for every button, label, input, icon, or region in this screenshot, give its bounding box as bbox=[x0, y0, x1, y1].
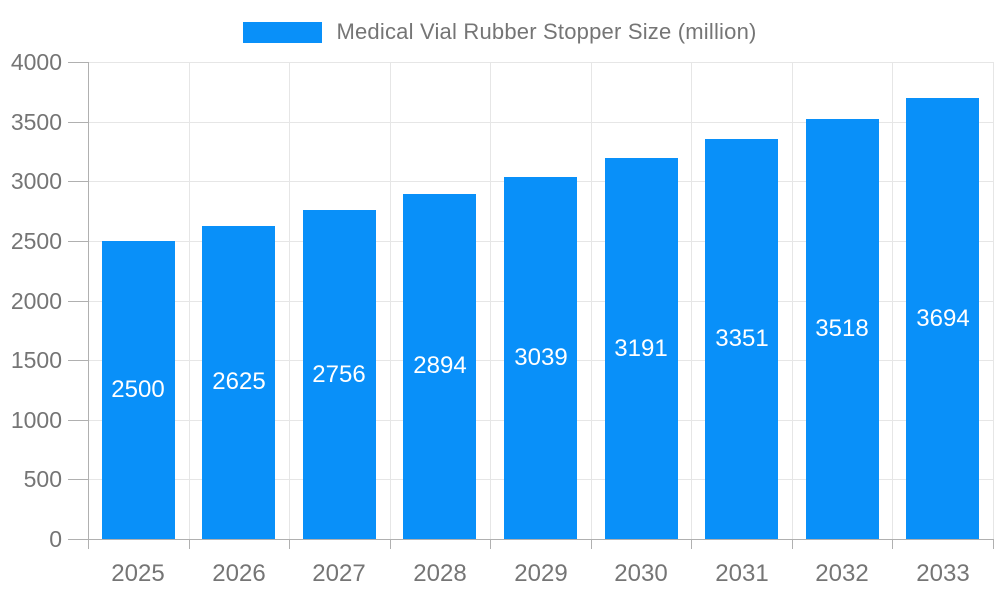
gridline-vertical bbox=[993, 62, 994, 539]
x-axis-tick bbox=[189, 539, 190, 549]
y-tick-label: 1000 bbox=[10, 407, 62, 433]
gridline-horizontal bbox=[88, 122, 993, 123]
y-axis-tick bbox=[68, 301, 88, 302]
bar-value-label: 3694 bbox=[916, 305, 970, 332]
bar-value-label: 3351 bbox=[715, 325, 769, 352]
y-tick-label: 1500 bbox=[10, 347, 62, 373]
bar[interactable] bbox=[202, 226, 275, 539]
x-tick-label: 2033 bbox=[916, 560, 970, 587]
y-axis-tick bbox=[68, 360, 88, 361]
y-axis-line bbox=[88, 62, 89, 549]
y-tick-label: 2500 bbox=[10, 228, 62, 254]
bar-value-label: 3191 bbox=[614, 335, 668, 362]
gridline-vertical bbox=[591, 62, 592, 539]
x-tick-label: 2026 bbox=[212, 560, 266, 587]
x-axis-tick bbox=[993, 539, 994, 549]
bar-value-label: 3518 bbox=[815, 315, 869, 342]
x-tick-label: 2030 bbox=[614, 560, 668, 587]
gridline-vertical bbox=[390, 62, 391, 539]
gridline-vertical bbox=[892, 62, 893, 539]
bar[interactable] bbox=[504, 177, 577, 539]
x-axis-tick bbox=[892, 539, 893, 549]
y-tick-label: 4000 bbox=[10, 49, 62, 75]
x-axis-tick bbox=[591, 539, 592, 549]
gridline-vertical bbox=[189, 62, 190, 539]
gridline-vertical bbox=[691, 62, 692, 539]
gridline-vertical bbox=[289, 62, 290, 539]
bar-value-label: 2756 bbox=[312, 361, 366, 388]
gridline-vertical bbox=[490, 62, 491, 539]
bar-value-label: 2625 bbox=[212, 368, 266, 395]
y-tick-label: 2000 bbox=[10, 288, 62, 314]
y-axis-tick bbox=[68, 241, 88, 242]
y-axis-tick bbox=[68, 420, 88, 421]
bar[interactable] bbox=[906, 98, 979, 539]
bar-value-label: 2894 bbox=[413, 352, 467, 379]
bar[interactable] bbox=[403, 194, 476, 539]
x-tick-label: 2028 bbox=[413, 560, 467, 587]
legend-label: Medical Vial Rubber Stopper Size (millio… bbox=[336, 19, 757, 44]
x-axis-tick bbox=[490, 539, 491, 549]
legend[interactable]: Medical Vial Rubber Stopper Size (millio… bbox=[0, 12, 1000, 52]
y-tick-label: 0 bbox=[49, 526, 62, 552]
bar[interactable] bbox=[605, 158, 678, 539]
y-tick-label: 500 bbox=[23, 466, 62, 492]
y-axis-tick bbox=[68, 122, 88, 123]
x-axis-line bbox=[68, 539, 993, 540]
bar[interactable] bbox=[806, 119, 879, 539]
x-tick-label: 2031 bbox=[715, 560, 769, 587]
x-tick-label: 2027 bbox=[312, 560, 366, 587]
x-tick-label: 2025 bbox=[111, 560, 165, 587]
y-tick-label: 3000 bbox=[10, 168, 62, 194]
x-tick-label: 2029 bbox=[514, 560, 568, 587]
bar[interactable] bbox=[303, 210, 376, 539]
x-axis-tick bbox=[289, 539, 290, 549]
bar[interactable] bbox=[102, 241, 175, 539]
bar-value-label: 2500 bbox=[111, 376, 165, 403]
bar[interactable] bbox=[705, 139, 778, 539]
x-axis-tick bbox=[792, 539, 793, 549]
y-tick-label: 3500 bbox=[10, 109, 62, 135]
bar-value-label: 3039 bbox=[514, 344, 568, 371]
y-axis-tick bbox=[68, 62, 88, 63]
y-axis-tick bbox=[68, 181, 88, 182]
x-axis-tick bbox=[691, 539, 692, 549]
gridline-vertical bbox=[792, 62, 793, 539]
x-tick-label: 2032 bbox=[815, 560, 869, 587]
y-axis-tick bbox=[68, 479, 88, 480]
legend-swatch bbox=[243, 21, 323, 43]
x-axis-tick bbox=[390, 539, 391, 549]
gridline-horizontal bbox=[88, 62, 993, 63]
